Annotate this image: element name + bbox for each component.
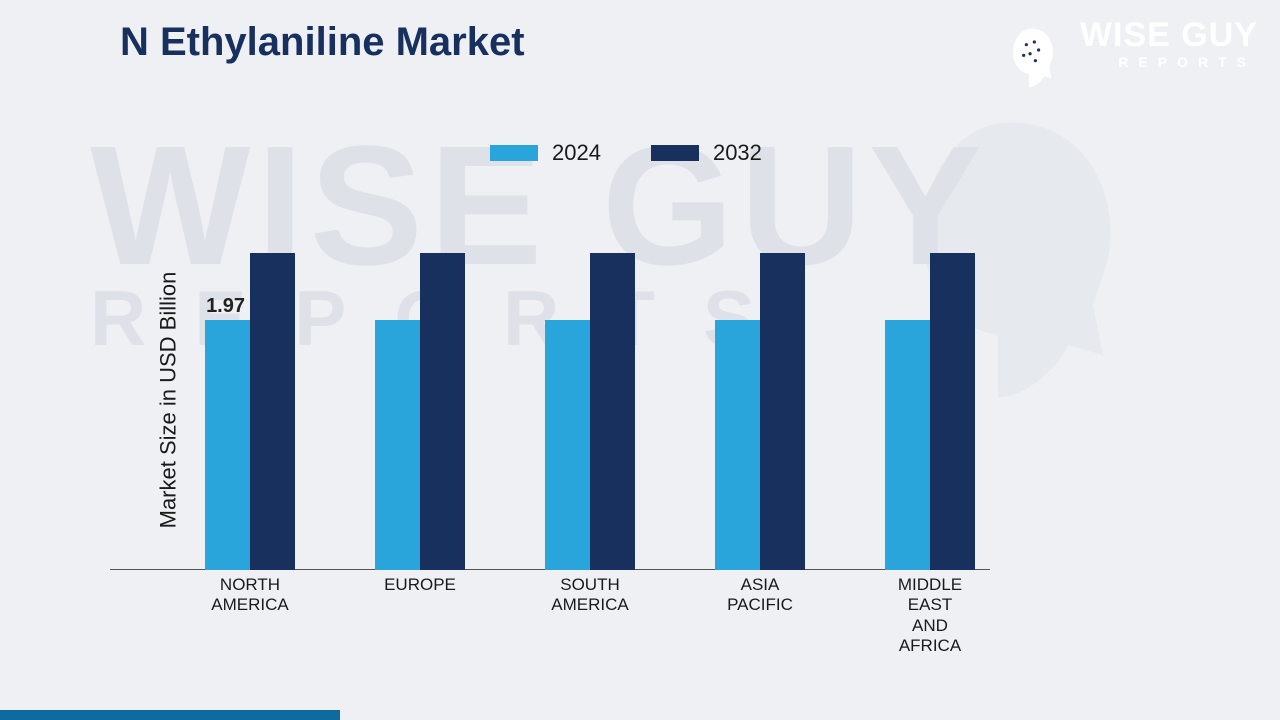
bar-series-2032 — [250, 253, 295, 570]
category-label: NORTHAMERICA — [185, 575, 315, 616]
category-label: ASIAPACIFIC — [695, 575, 825, 616]
bottom-accent-bar — [0, 710, 340, 720]
bar-series-2024 — [205, 320, 250, 570]
logo-sub-text: REPORTS — [1080, 54, 1256, 70]
stage: WISE GUY REPORTS N Ethylaniline Market W… — [0, 0, 1280, 720]
bar-series-2032 — [930, 253, 975, 570]
bar-series-2024 — [375, 320, 420, 570]
legend: 2024 2032 — [490, 140, 762, 166]
logo-main-text: WISE GUY — [1080, 18, 1258, 52]
bar-series-2024 — [715, 320, 760, 570]
category-label: MIDDLEEASTANDAFRICA — [865, 575, 995, 657]
bar-series-2032 — [760, 253, 805, 570]
legend-label-2024: 2024 — [552, 140, 601, 166]
brand-band — [960, 0, 1280, 720]
legend-item-2032: 2032 — [651, 140, 762, 166]
chart-title: N Ethylaniline Market — [120, 20, 525, 65]
bar-series-2024 — [885, 320, 930, 570]
category-label: EUROPE — [355, 575, 485, 595]
bar-series-2032 — [420, 253, 465, 570]
bar-value-label: 1.97 — [206, 295, 245, 318]
logo-head-icon — [1000, 26, 1058, 90]
legend-swatch-2032 — [651, 145, 699, 161]
bar-series-2024 — [545, 320, 590, 570]
legend-label-2032: 2032 — [713, 140, 762, 166]
plot-area: 1.97 — [110, 190, 990, 570]
brand-logo: WISE GUY REPORTS — [1080, 18, 1258, 70]
category-label: SOUTHAMERICA — [525, 575, 655, 616]
bar-series-2032 — [590, 253, 635, 570]
legend-swatch-2024 — [490, 145, 538, 161]
legend-item-2024: 2024 — [490, 140, 601, 166]
chart: Market Size in USD Billion 2024 2032 1.9… — [70, 140, 1000, 660]
